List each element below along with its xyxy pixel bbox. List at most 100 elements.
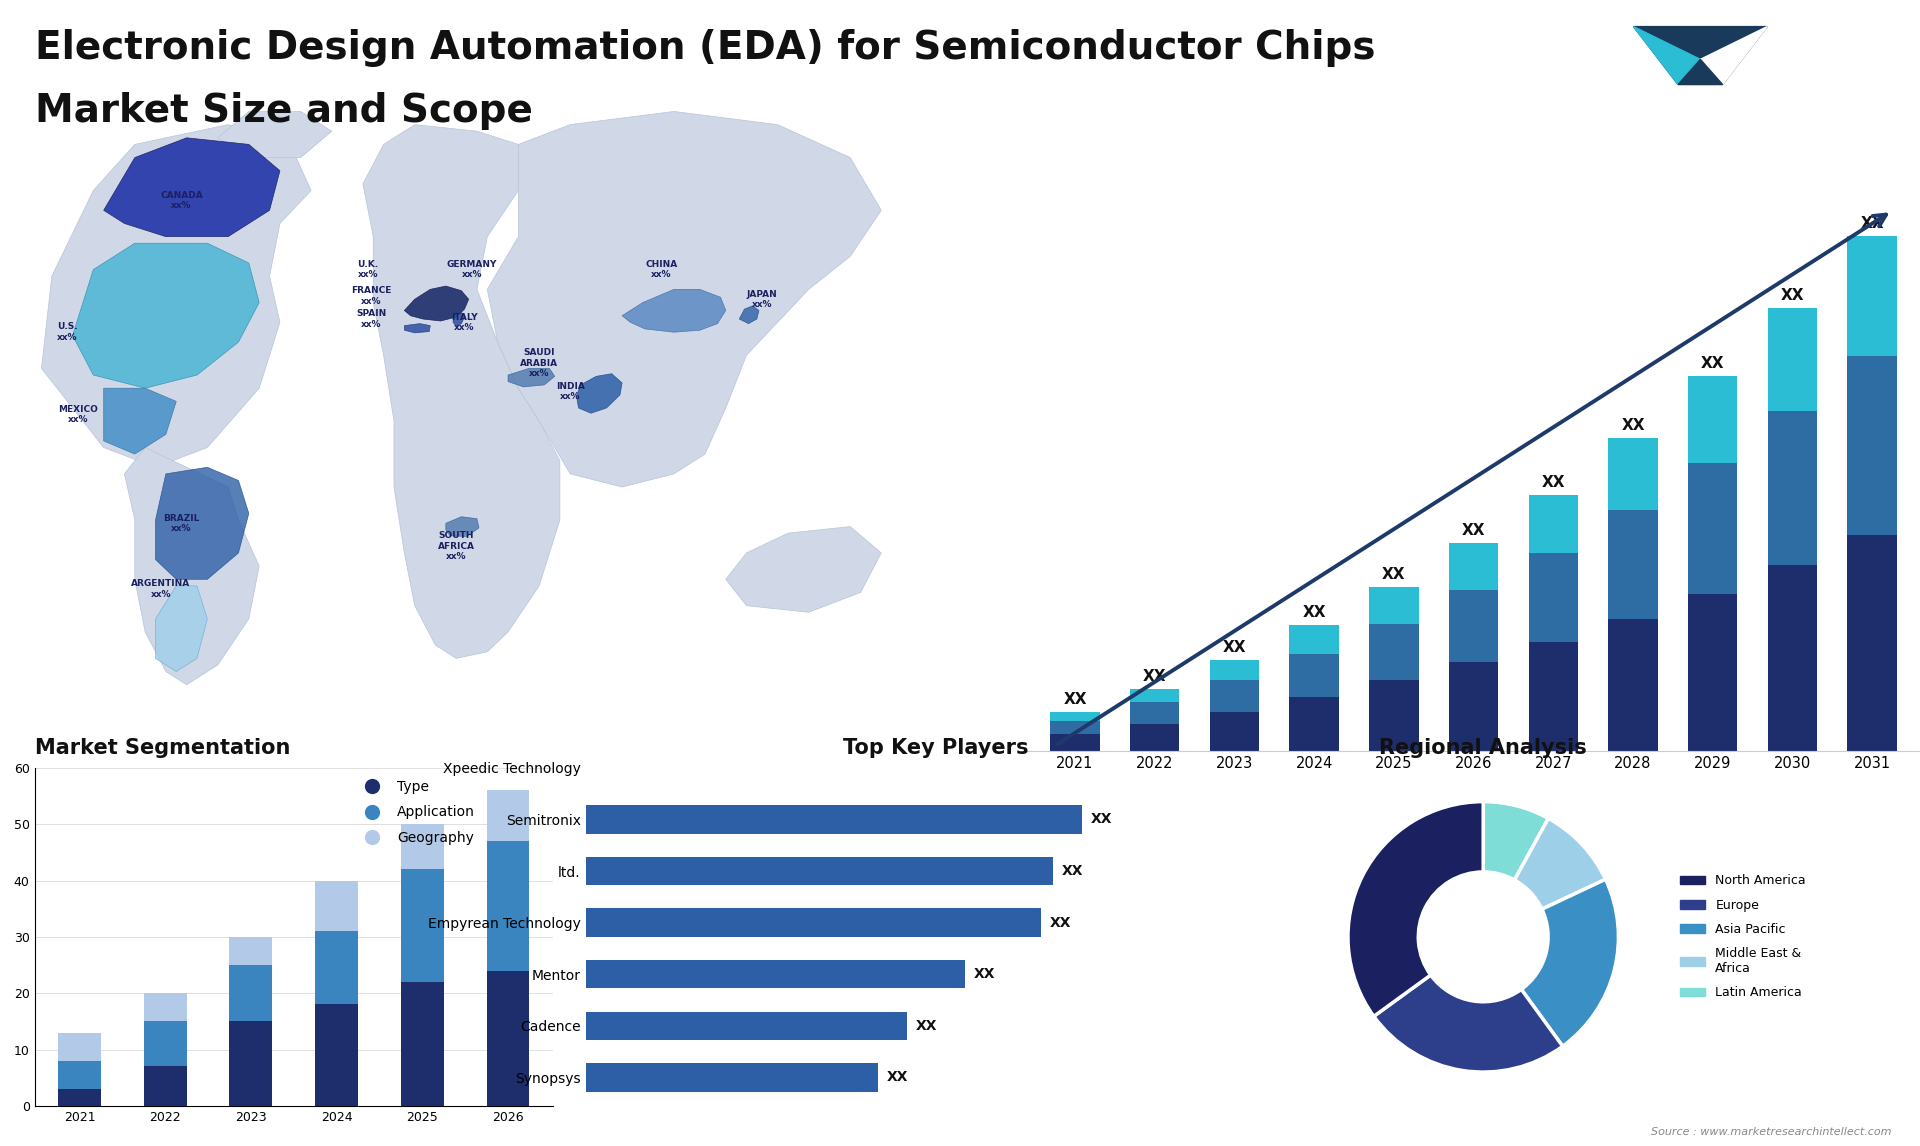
Polygon shape xyxy=(125,448,259,685)
Polygon shape xyxy=(217,111,332,158)
Bar xyxy=(144,1067,186,1106)
Text: U.K.
xx%: U.K. xx% xyxy=(357,260,378,280)
Text: MARKET: MARKET xyxy=(1789,33,1845,46)
Text: Market Size and Scope: Market Size and Scope xyxy=(35,92,532,129)
Bar xyxy=(401,982,444,1106)
Bar xyxy=(1609,438,1657,510)
Bar xyxy=(1450,662,1498,751)
Bar xyxy=(230,937,273,965)
Polygon shape xyxy=(405,323,430,332)
Text: JAPAN
xx%: JAPAN xx% xyxy=(747,290,778,309)
Text: BRAZIL
xx%: BRAZIL xx% xyxy=(163,513,200,533)
Bar xyxy=(1050,712,1100,721)
Bar xyxy=(1131,724,1179,751)
Polygon shape xyxy=(363,125,561,658)
Bar xyxy=(315,1004,357,1106)
Bar xyxy=(486,791,530,841)
Polygon shape xyxy=(1634,26,1766,85)
Bar xyxy=(1290,653,1338,697)
Polygon shape xyxy=(726,527,881,612)
Text: XX: XX xyxy=(1050,916,1071,929)
Text: CANADA
xx%: CANADA xx% xyxy=(159,190,204,210)
Bar xyxy=(1050,721,1100,733)
Text: XX: XX xyxy=(1223,641,1246,656)
Text: RESEARCH: RESEARCH xyxy=(1789,55,1860,69)
Bar xyxy=(58,1033,102,1061)
Polygon shape xyxy=(1678,60,1722,85)
Bar xyxy=(315,880,357,932)
Title: Top Key Players: Top Key Players xyxy=(843,738,1029,758)
Bar xyxy=(1528,495,1578,554)
Text: U.S.
xx%: U.S. xx% xyxy=(58,322,77,342)
Text: ARGENTINA
xx%: ARGENTINA xx% xyxy=(131,580,190,599)
Text: XX: XX xyxy=(1382,567,1405,582)
Text: Electronic Design Automation (EDA) for Semiconductor Chips: Electronic Design Automation (EDA) for S… xyxy=(35,29,1375,66)
Legend: Type, Application, Geography: Type, Application, Geography xyxy=(353,775,480,850)
Wedge shape xyxy=(1375,975,1563,1072)
Text: XX: XX xyxy=(973,967,995,981)
Bar xyxy=(1290,626,1338,653)
Bar xyxy=(1688,594,1738,751)
Text: XX: XX xyxy=(1860,215,1884,230)
Polygon shape xyxy=(156,468,250,580)
Bar xyxy=(1609,510,1657,619)
Polygon shape xyxy=(104,138,280,236)
Text: XX: XX xyxy=(1064,692,1087,707)
Bar xyxy=(586,1012,906,1039)
Bar xyxy=(58,1089,102,1106)
Text: XX: XX xyxy=(1542,474,1565,489)
Bar xyxy=(1210,712,1260,751)
Text: XX: XX xyxy=(1091,813,1112,826)
Bar xyxy=(401,870,444,982)
Text: XX: XX xyxy=(1142,669,1167,684)
Bar xyxy=(586,857,1052,885)
Wedge shape xyxy=(1515,818,1605,909)
Bar xyxy=(144,994,186,1021)
Bar xyxy=(1369,623,1419,681)
Polygon shape xyxy=(576,374,622,414)
Polygon shape xyxy=(42,125,311,468)
Bar xyxy=(486,971,530,1106)
Text: XX: XX xyxy=(1701,356,1724,371)
Bar xyxy=(144,1021,186,1067)
Bar xyxy=(1768,565,1816,751)
Text: XX: XX xyxy=(1780,288,1805,303)
Polygon shape xyxy=(622,289,726,332)
Bar xyxy=(1369,681,1419,751)
Bar xyxy=(586,806,1083,833)
Polygon shape xyxy=(739,306,758,323)
Polygon shape xyxy=(1634,26,1701,85)
Wedge shape xyxy=(1482,802,1548,880)
Polygon shape xyxy=(405,286,468,321)
Polygon shape xyxy=(488,111,881,487)
Text: CHINA
xx%: CHINA xx% xyxy=(645,260,678,280)
Bar xyxy=(1290,697,1338,751)
Polygon shape xyxy=(73,243,259,388)
Polygon shape xyxy=(445,517,478,536)
Polygon shape xyxy=(1701,26,1766,85)
Text: INDIA
xx%: INDIA xx% xyxy=(555,382,586,401)
Bar xyxy=(1450,590,1498,662)
Text: XX: XX xyxy=(1062,864,1083,878)
Bar xyxy=(230,1021,273,1106)
Bar xyxy=(1688,376,1738,463)
Bar xyxy=(1369,587,1419,623)
Text: SOUTH
AFRICA
xx%: SOUTH AFRICA xx% xyxy=(438,532,474,562)
Wedge shape xyxy=(1521,879,1619,1046)
Text: XX: XX xyxy=(1302,605,1327,620)
Bar xyxy=(1609,619,1657,751)
Bar xyxy=(586,1063,877,1092)
Bar xyxy=(1210,681,1260,712)
Text: FRANCE
xx%: FRANCE xx% xyxy=(351,286,392,306)
Text: XX: XX xyxy=(887,1070,908,1084)
Bar xyxy=(1528,554,1578,642)
Bar xyxy=(1847,356,1897,535)
Text: XX: XX xyxy=(1461,524,1486,539)
Bar xyxy=(1768,411,1816,565)
Bar xyxy=(58,1061,102,1089)
Bar xyxy=(230,965,273,1021)
Text: ITALY
xx%: ITALY xx% xyxy=(451,313,478,332)
Polygon shape xyxy=(509,369,555,387)
Bar xyxy=(401,824,444,870)
Text: Market Segmentation: Market Segmentation xyxy=(35,738,290,758)
